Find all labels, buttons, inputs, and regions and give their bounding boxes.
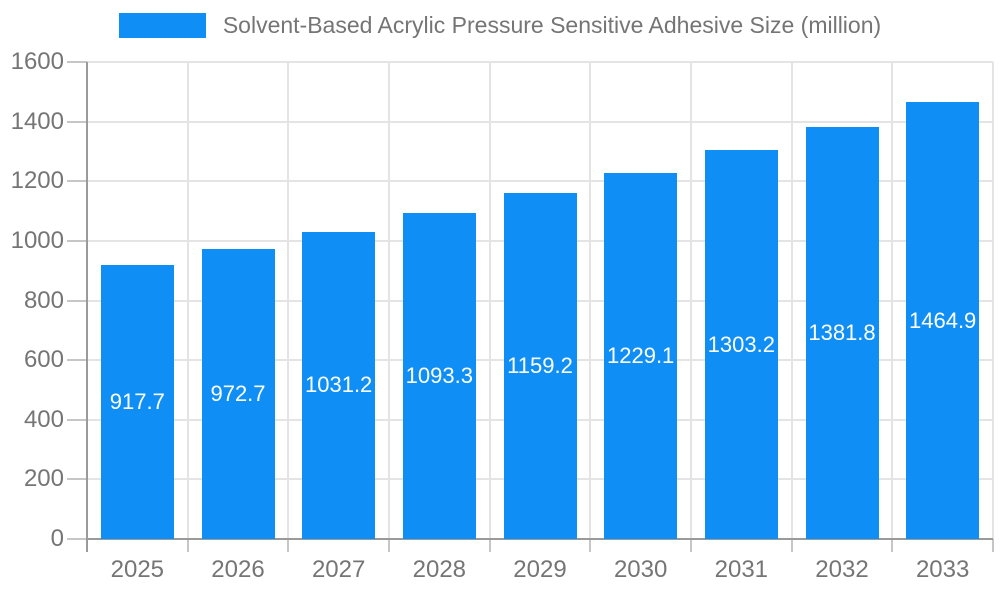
bar-value-label: 917.7 — [109, 389, 165, 415]
x-tick-label: 2025 — [110, 556, 165, 583]
x-tick-label: 2030 — [613, 556, 668, 583]
bar — [906, 102, 980, 539]
y-tick-label: 800 — [23, 286, 64, 314]
bar — [604, 172, 678, 539]
bar-value-label: 1093.3 — [405, 363, 473, 389]
x-axis-tick — [690, 539, 692, 552]
x-axis-tick — [992, 539, 994, 552]
x-tick-label: 2031 — [714, 556, 769, 583]
chart-legend: Solvent-Based Acrylic Pressure Sensitive… — [0, 12, 1000, 39]
bar — [402, 213, 476, 539]
y-axis-tick — [67, 538, 87, 540]
x-tick-label: 2027 — [311, 556, 366, 583]
bar-value-label: 972.7 — [210, 381, 266, 406]
gridline-v — [186, 62, 189, 539]
gridline-h — [87, 180, 993, 183]
y-axis-line — [86, 62, 88, 552]
x-axis-tick — [589, 539, 592, 552]
y-tick-label: 400 — [23, 405, 64, 433]
y-axis-tick — [67, 359, 87, 362]
y-tick-label: 1400 — [10, 107, 64, 135]
legend-label: Solvent-Based Acrylic Pressure Sensitive… — [222, 12, 882, 38]
x-tick-label: 2032 — [815, 556, 869, 583]
y-axis-tick — [67, 418, 87, 421]
y-axis-tick — [67, 61, 87, 63]
bar — [302, 231, 376, 539]
bar-value-label: 1159.2 — [507, 353, 573, 379]
gridline-h — [87, 61, 993, 63]
x-axis-tick — [790, 539, 793, 552]
gridline-v — [790, 62, 793, 539]
y-tick-label: 600 — [23, 346, 64, 374]
x-tick-label: 2026 — [211, 556, 265, 583]
x-axis-tick — [891, 539, 894, 552]
bar — [503, 193, 577, 539]
x-axis-tick — [388, 539, 390, 552]
gridline-v — [287, 62, 290, 539]
x-axis-tick — [287, 539, 290, 552]
gridline-v — [891, 62, 894, 539]
y-axis-tick — [67, 478, 87, 481]
gridline-h — [87, 120, 993, 123]
y-axis-tick — [67, 299, 87, 302]
gridline-v — [488, 62, 491, 539]
x-tick-label: 2028 — [412, 556, 467, 583]
y-axis-tick — [67, 239, 87, 242]
x-axis-tick — [186, 539, 189, 552]
bar-value-label: 1031.2 — [305, 372, 373, 398]
legend-swatch — [118, 13, 206, 38]
x-tick-label: 2029 — [513, 556, 567, 583]
y-axis-tick — [67, 180, 87, 183]
gridline-v — [388, 62, 390, 539]
y-tick-label: 200 — [23, 465, 64, 493]
y-axis-tick — [67, 120, 87, 123]
y-tick-label: 1600 — [10, 48, 64, 75]
bar — [805, 127, 879, 539]
x-axis-tick — [488, 539, 491, 552]
bar-value-label: 1381.8 — [808, 320, 876, 346]
bar — [201, 249, 275, 539]
bar — [100, 265, 174, 539]
gridline-v — [992, 62, 994, 539]
bar — [704, 150, 778, 539]
bar-value-label: 1303.2 — [707, 331, 775, 357]
bar-value-label: 1464.9 — [909, 307, 977, 333]
y-tick-label: 1200 — [10, 167, 64, 195]
y-tick-label: 1000 — [10, 226, 64, 254]
bar-value-label: 1229.1 — [607, 342, 675, 368]
y-tick-label: 0 — [50, 525, 64, 552]
x-axis-line — [87, 538, 993, 540]
gridline-v — [589, 62, 592, 539]
gridline-v — [690, 62, 692, 539]
x-tick-label: 2033 — [915, 556, 970, 583]
